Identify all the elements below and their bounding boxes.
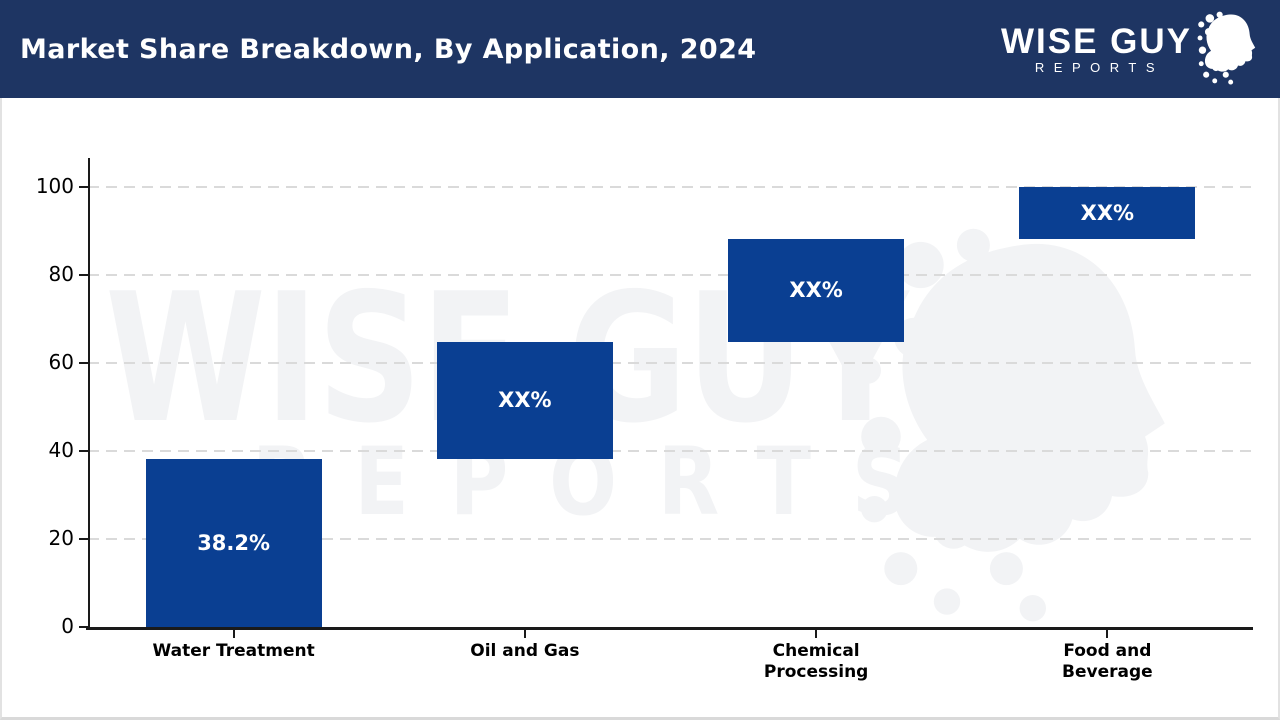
bar-value-label: 38.2% bbox=[197, 530, 271, 555]
x-tick bbox=[232, 630, 235, 638]
y-axis bbox=[88, 158, 90, 630]
dotted-head-icon bbox=[1197, 11, 1256, 85]
x-axis bbox=[86, 627, 1253, 630]
y-tick bbox=[79, 450, 88, 452]
y-tick bbox=[79, 274, 88, 276]
brand-logo-text: WISE GUY REPORTS bbox=[1000, 21, 1192, 75]
bar: XX% bbox=[436, 341, 613, 459]
gridline bbox=[88, 450, 1253, 452]
page-title: Market Share Breakdown, By Application, … bbox=[20, 33, 757, 65]
bar: 38.2% bbox=[145, 458, 322, 627]
y-tick-label: 60 bbox=[48, 350, 74, 374]
gridline bbox=[88, 538, 1253, 540]
x-tick bbox=[815, 630, 818, 638]
bar-value-label: XX% bbox=[789, 278, 843, 303]
bar-value-label: XX% bbox=[1080, 200, 1135, 225]
y-tick-label: 0 bbox=[61, 614, 74, 638]
y-tick bbox=[79, 362, 88, 364]
y-tick bbox=[79, 626, 88, 628]
x-tick bbox=[1106, 630, 1109, 638]
x-axis-label: Water Treatment bbox=[152, 641, 315, 661]
y-tick-label: 80 bbox=[48, 262, 74, 286]
bar: XX% bbox=[728, 238, 905, 342]
brand-name: WISE GUY bbox=[1000, 21, 1192, 61]
y-tick-label: 40 bbox=[48, 438, 74, 462]
y-tick bbox=[79, 538, 88, 540]
brand-subname: REPORTS bbox=[1034, 59, 1165, 75]
y-tick bbox=[79, 186, 88, 188]
gridline bbox=[88, 362, 1253, 364]
y-tick-label: 100 bbox=[35, 174, 74, 198]
gridline bbox=[88, 186, 1253, 188]
x-axis-label: Food and Beverage bbox=[1062, 641, 1153, 682]
brand-logo: WISE GUY REPORTS bbox=[1001, 11, 1258, 87]
gridline bbox=[88, 274, 1253, 276]
x-axis-label: Chemical Processing bbox=[763, 641, 869, 682]
bar: XX% bbox=[1019, 187, 1196, 239]
header-band: Market Share Breakdown, By Application, … bbox=[0, 0, 1280, 98]
bar-value-label: XX% bbox=[498, 388, 552, 413]
x-tick bbox=[523, 630, 526, 638]
x-axis-label: Oil and Gas bbox=[470, 641, 580, 661]
y-tick-label: 20 bbox=[48, 526, 74, 550]
